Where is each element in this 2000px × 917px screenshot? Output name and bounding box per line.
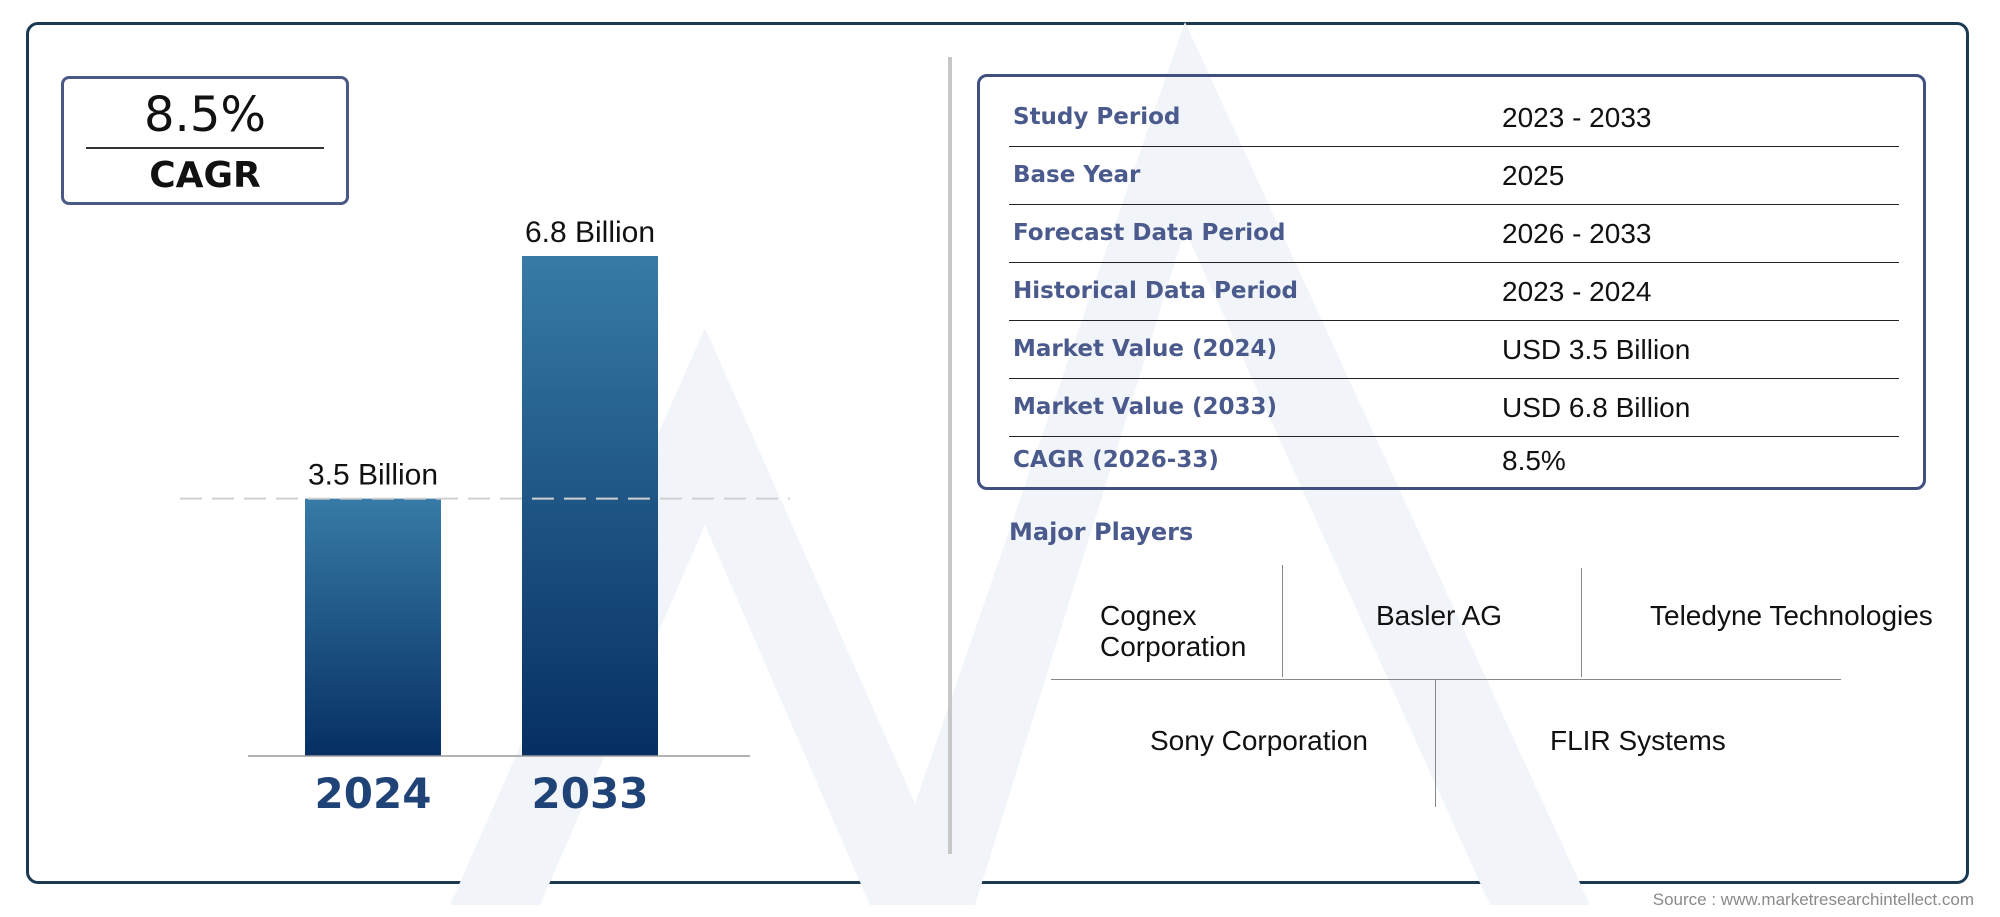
bar-2024 <box>305 498 441 756</box>
cagr-divider <box>86 147 324 149</box>
player-sony: Sony Corporation <box>1150 725 1368 756</box>
major-players-heading: Major Players <box>1009 518 1194 546</box>
player-teledyne: Teledyne Technologies <box>1650 600 1933 631</box>
x-tick-label: 2024 <box>315 769 432 818</box>
table-key: Historical Data Period <box>1013 278 1298 304</box>
cagr-label: CAGR <box>149 155 261 196</box>
players-divider <box>1581 568 1582 677</box>
bar-2033 <box>522 256 658 756</box>
table-value: USD 3.5 Billion <box>1502 334 1691 365</box>
table-value: 8.5% <box>1502 445 1566 476</box>
table-row-study-period: Study Period 2023 - 2033 <box>1009 89 1899 147</box>
table-key: Market Value (2033) <box>1013 394 1277 420</box>
table-value: 2023 - 2024 <box>1502 276 1652 307</box>
table-value: 2025 <box>1502 160 1565 191</box>
player-basler: Basler AG <box>1376 600 1503 631</box>
table-row-market-value-2024: Market Value (2024) USD 3.5 Billion <box>1009 321 1899 379</box>
table-row-forecast-period: Forecast Data Period 2026 - 2033 <box>1009 205 1899 263</box>
players-divider <box>1435 680 1436 807</box>
players-divider <box>1282 565 1283 677</box>
vertical-divider <box>948 57 952 854</box>
table-value: 2026 - 2033 <box>1502 218 1652 249</box>
data-label: 3.5 Billion <box>308 459 438 492</box>
table-key: Study Period <box>1013 104 1181 130</box>
table-value: USD 6.8 Billion <box>1502 392 1691 423</box>
frame-border <box>26 22 1969 884</box>
table-key: Base Year <box>1013 162 1141 188</box>
table-row-cagr: CAGR (2026-33) 8.5% <box>1009 432 1899 489</box>
x-tick-label: 2033 <box>532 769 649 818</box>
table-key: CAGR (2026-33) <box>1013 447 1219 473</box>
table-row-historical-period: Historical Data Period 2023 - 2024 <box>1009 263 1899 321</box>
market-size-bar-chart: 3.5 Billion 6.8 Billion 2024 2033 <box>180 216 790 818</box>
cagr-value: 8.5% <box>144 87 266 143</box>
data-label: 6.8 Billion <box>525 216 655 249</box>
player-cognex: Cognex Corporation <box>1100 600 1247 662</box>
source-note: Source : www.marketresearchintellect.com <box>1652 890 1974 909</box>
table-key: Forecast Data Period <box>1013 220 1286 246</box>
table-row-base-year: Base Year 2025 <box>1009 147 1899 205</box>
table-row-market-value-2033: Market Value (2033) USD 6.8 Billion <box>1009 379 1899 437</box>
cagr-card: 8.5% CAGR <box>61 76 349 205</box>
players-divider <box>1051 679 1841 680</box>
table-key: Market Value (2024) <box>1013 336 1277 362</box>
table-value: 2023 - 2033 <box>1502 102 1652 133</box>
player-flir: FLIR Systems <box>1550 725 1726 756</box>
market-info-table: Study Period 2023 - 2033 Base Year 2025 … <box>977 74 1926 490</box>
